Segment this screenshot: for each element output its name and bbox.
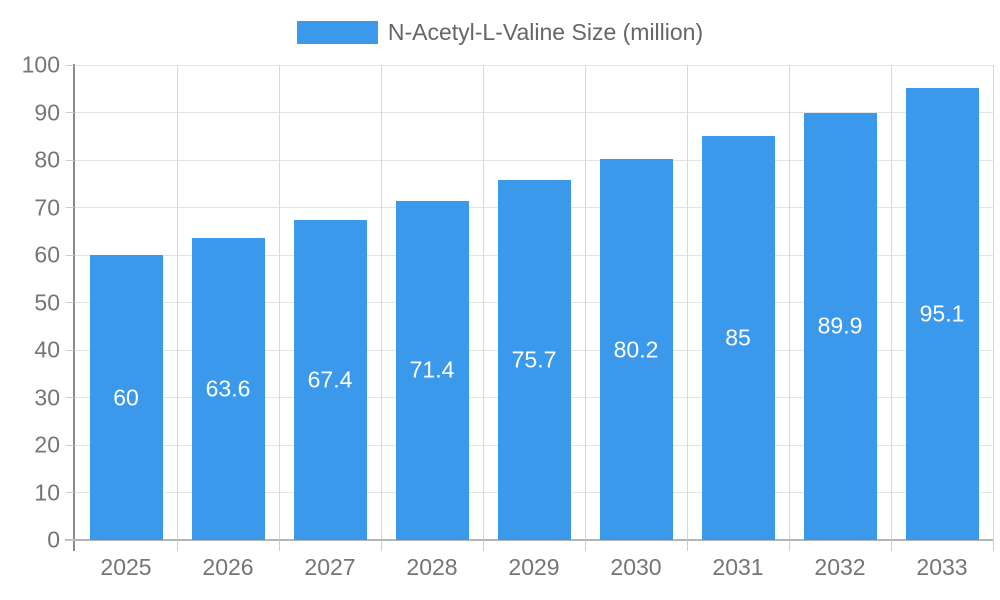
x-axis-tick: [176, 540, 178, 551]
x-axis-label: 2029: [508, 554, 560, 580]
bar[interactable]: [191, 237, 265, 540]
x-axis-label: 2032: [814, 554, 866, 580]
x-axis-tick: [686, 540, 688, 551]
y-axis-tick: [66, 254, 74, 256]
y-axis-tick: [66, 444, 74, 446]
y-axis-label: 70: [34, 194, 60, 220]
y-axis-tick: [66, 112, 74, 113]
y-axis-line: [73, 64, 75, 551]
y-axis-label: 20: [34, 431, 60, 458]
x-axis-tick: [278, 540, 280, 551]
y-axis-label: 40: [34, 336, 60, 363]
bar[interactable]: [395, 200, 469, 540]
bar[interactable]: [497, 180, 571, 540]
grid-line-v: [176, 65, 178, 540]
bar[interactable]: [905, 88, 979, 540]
bar[interactable]: [803, 112, 877, 540]
grid-line-h: [75, 112, 993, 113]
grid-line-v: [686, 65, 688, 540]
x-axis-label: 2030: [610, 554, 662, 580]
y-axis-tick: [66, 539, 74, 541]
y-axis-tick: [66, 349, 74, 351]
x-axis-label: 2031: [712, 554, 764, 580]
x-axis-label: 2028: [406, 554, 458, 580]
x-axis-tick: [482, 540, 484, 551]
bar-value-label: 71.4: [409, 356, 455, 383]
y-axis-tick: [66, 397, 74, 398]
grid-line-v: [584, 65, 586, 540]
grid-line-h: [75, 159, 993, 161]
y-axis-tick: [66, 207, 74, 208]
grid-line-v: [788, 65, 790, 540]
bar[interactable]: [89, 255, 163, 540]
y-axis-label: 100: [21, 51, 60, 78]
x-axis-tick: [380, 540, 382, 551]
bar-value-label: 80.2: [613, 336, 659, 363]
bar-value-label: 67.4: [307, 366, 353, 393]
y-axis-label: 50: [34, 289, 60, 315]
x-axis-tick: [584, 540, 586, 551]
y-axis-label: 30: [34, 384, 60, 410]
x-axis-tick: [890, 540, 892, 551]
y-axis-label: 0: [47, 526, 60, 553]
bar-value-label: 95.1: [919, 300, 965, 327]
bar[interactable]: [599, 159, 673, 540]
bar-value-label: 60: [113, 384, 139, 410]
bar-value-label: 75.7: [511, 346, 557, 373]
bar-value-label: 89.9: [817, 312, 863, 339]
x-axis-label: 2027: [304, 554, 356, 580]
legend[interactable]: N-Acetyl-L-Valine Size (million): [0, 19, 1000, 46]
grid-line-v: [890, 65, 892, 540]
y-axis-label: 60: [34, 241, 60, 268]
bar[interactable]: [293, 219, 367, 540]
grid-line-h: [75, 64, 993, 66]
bar[interactable]: [701, 136, 775, 540]
x-axis-line: [65, 539, 993, 541]
bar-value-label: 63.6: [205, 375, 251, 402]
y-axis-tick: [66, 302, 74, 303]
y-axis-tick: [66, 492, 74, 493]
x-axis-tick: [788, 540, 790, 551]
y-axis-tick: [66, 64, 74, 66]
bar-value-label: 85: [725, 324, 751, 351]
x-axis-label: 2025: [100, 554, 152, 580]
x-axis-label: 2033: [916, 554, 968, 580]
y-axis-label: 10: [34, 479, 60, 505]
grid-line-v: [992, 65, 994, 540]
y-axis-tick: [66, 159, 74, 161]
legend-swatch: [296, 21, 378, 44]
y-axis-label: 90: [34, 99, 60, 125]
grid-line-v: [380, 65, 382, 540]
grid-line-v: [482, 65, 484, 540]
grid-line-v: [278, 65, 280, 540]
legend-label: N-Acetyl-L-Valine Size (million): [387, 19, 704, 45]
x-axis-tick: [992, 540, 994, 551]
y-axis-label: 80: [34, 146, 60, 173]
x-axis-label: 2026: [202, 554, 254, 580]
